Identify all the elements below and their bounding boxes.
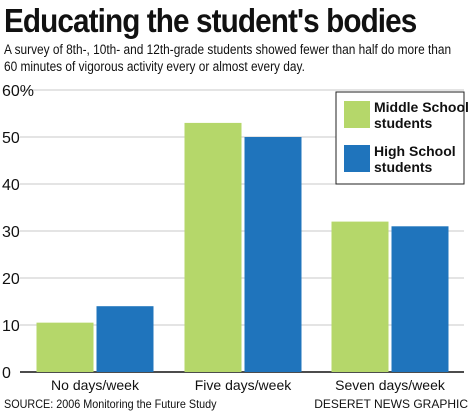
y-tick-label: 50 [2,130,20,147]
y-tick-label: 0 [2,365,11,382]
category-labels: No days/week Five days/week Seven days/wee… [51,377,446,393]
y-tick-label: 20 [2,271,20,288]
category-label: Seven days/week [335,377,446,393]
y-tick-label: 30 [2,224,20,241]
legend-swatch [344,145,370,172]
bar-middle-school [331,221,389,372]
bar-high-school [96,306,154,372]
y-tick-label: 40 [2,177,20,194]
chart-subtitle: A survey of 8th-, 10th- and 12th-grade s… [4,42,452,74]
bar-middle-school [36,322,94,372]
y-tick-labels: 0 10 20 30 40 50 60% [2,83,34,382]
bar-high-school [244,137,302,372]
y-tick-label: 10 [2,318,20,335]
bar-middle-school [184,122,242,373]
y-tick-label: 60% [2,83,34,100]
bar-high-school [391,226,449,372]
source-note: SOURCE: 2006 Monitoring the Future Study [4,397,217,411]
category-label: Five days/week [195,377,292,393]
legend-label: Middle School students [374,99,469,131]
bars [36,122,449,373]
legend: Middle School students High School students [335,91,469,185]
credit-note: DESERET NEWS GRAPHIC [314,397,468,411]
chart-title: Educating the student's bodies [4,2,417,39]
legend-label: High School students [374,143,456,175]
legend-swatch [344,101,370,128]
category-label: No days/week [51,377,140,393]
